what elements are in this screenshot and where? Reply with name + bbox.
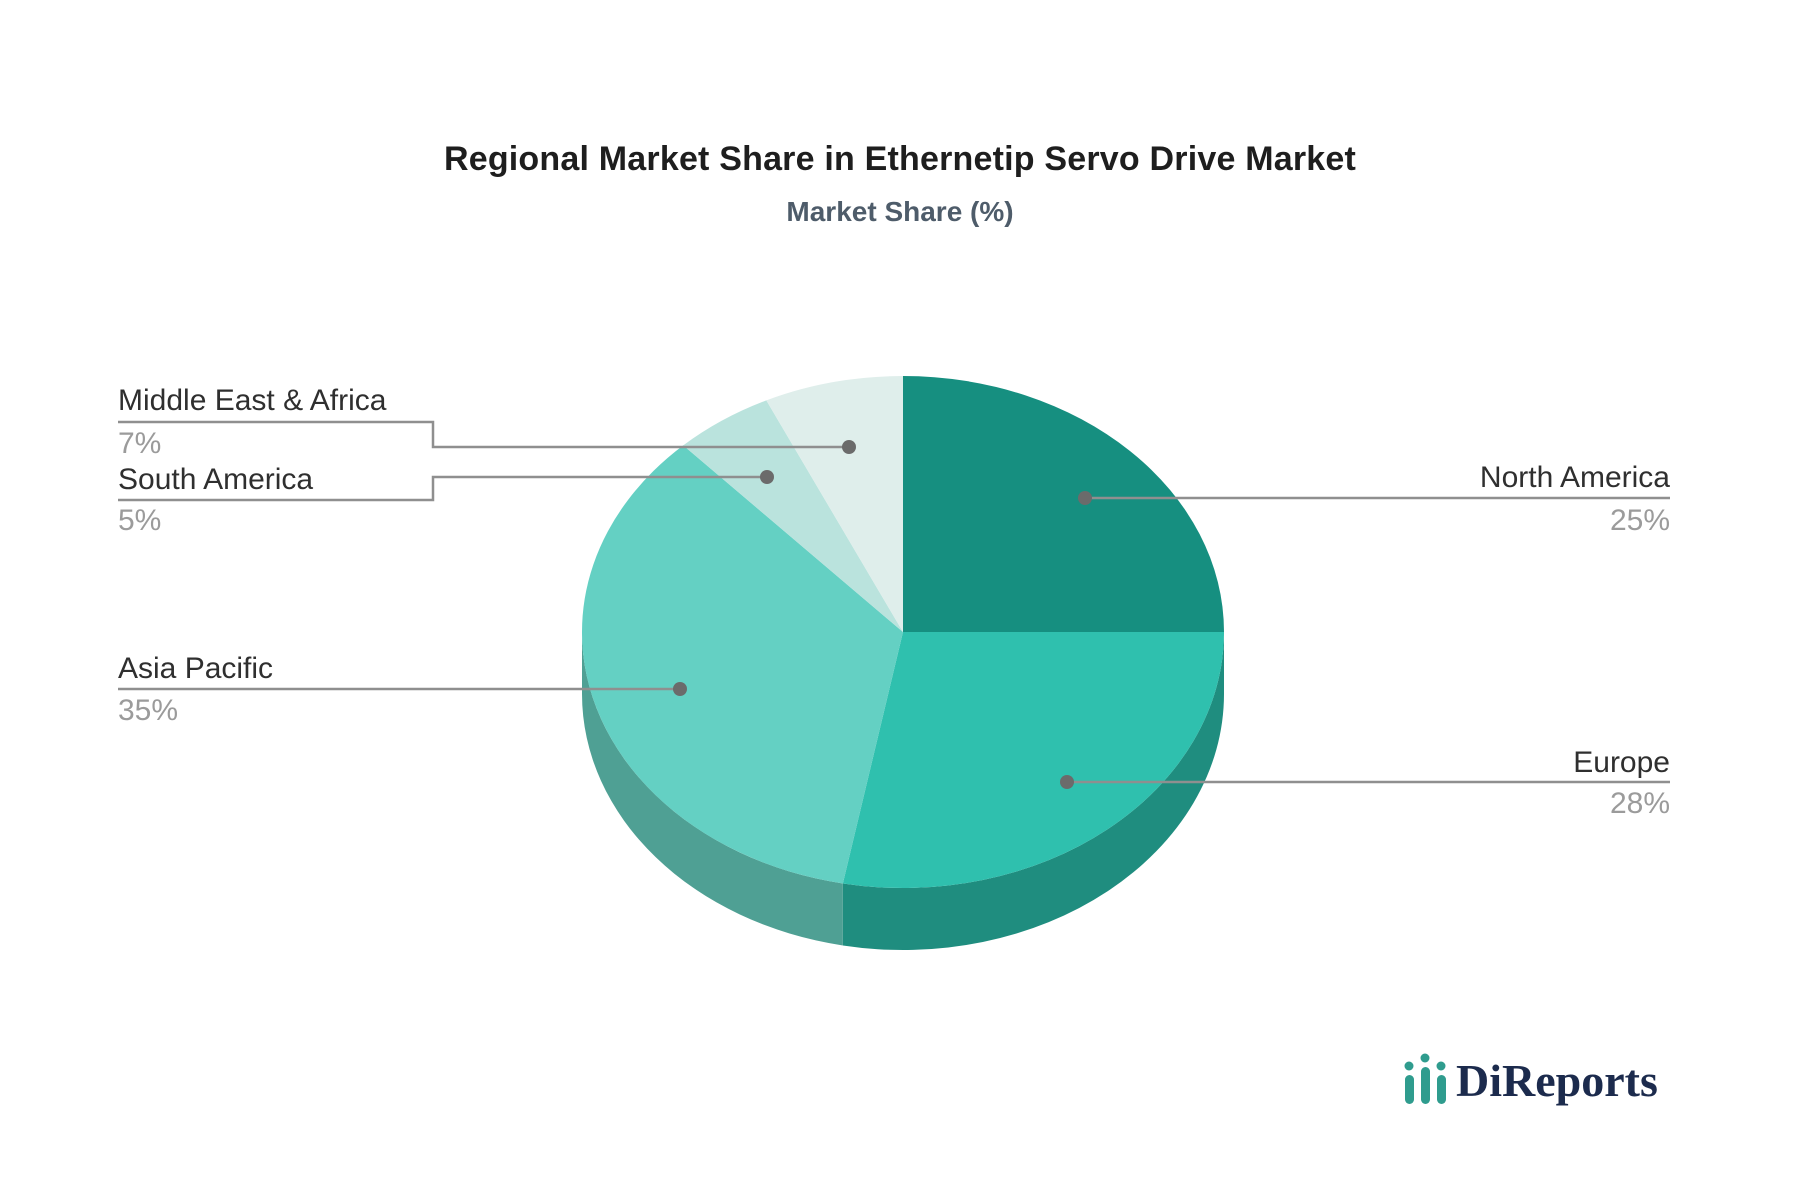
- slice-label-asia-pacific: Asia Pacific: [118, 652, 273, 685]
- leader-dot-europe: [1060, 775, 1074, 789]
- pie-slice-middle-east-africa[interactable]: [766, 376, 903, 632]
- slice-label-europe: Europe: [1573, 746, 1670, 779]
- slice-value-north-america: 25%: [1610, 504, 1670, 537]
- pie-slice-asia-pacific[interactable]: [582, 445, 903, 884]
- pie-slice-side-asia-pacific: [582, 632, 843, 946]
- chart-title: Regional Market Share in Ethernetip Serv…: [443, 140, 1357, 178]
- slice-value-asia-pacific: 35%: [118, 694, 178, 727]
- bar-chart-dots-icon: [1404, 1053, 1446, 1104]
- slice-label-north-america: North America: [1480, 461, 1670, 494]
- leader-dot-south-america: [760, 470, 774, 484]
- pie-slice-europe[interactable]: [842, 632, 1224, 889]
- slice-value-south-america: 5%: [118, 504, 161, 537]
- leader-line-south-america: [118, 475, 767, 502]
- slice-value-middle-east-africa: 7%: [118, 427, 161, 460]
- brand-name: DiReports: [1456, 1055, 1658, 1106]
- brand-logo: DiReports: [1398, 1048, 1658, 1104]
- pie-slice-south-america[interactable]: [683, 400, 903, 632]
- slice-value-europe: 28%: [1610, 787, 1670, 820]
- leader-dot-middle-east-africa: [842, 440, 856, 454]
- pie-slice-north-america[interactable]: [903, 376, 1224, 632]
- leader-dot-asia-pacific: [673, 682, 687, 696]
- chart-subtitle: Market Share (%): [786, 196, 1014, 227]
- slice-label-middle-east-africa: Middle East & Africa: [118, 384, 387, 417]
- leader-line-middle-east-africa: [118, 420, 849, 449]
- pie-slice-side-europe: [842, 632, 1224, 950]
- leader-dot-north-america: [1078, 491, 1092, 505]
- slice-label-south-america: South America: [118, 463, 313, 496]
